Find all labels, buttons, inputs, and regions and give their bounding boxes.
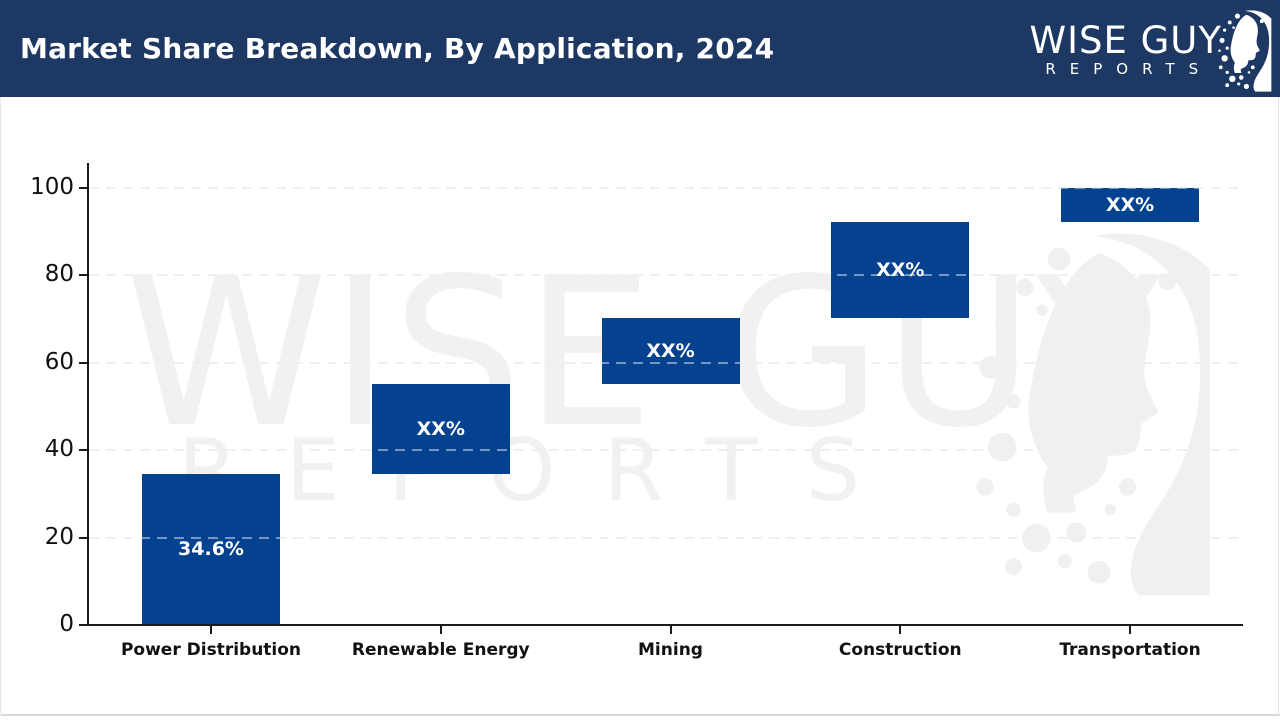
bar-mining: XX%: [601, 318, 740, 384]
right-border: [1278, 97, 1279, 716]
gridline-overlay: [89, 361, 1243, 364]
logo-text: WISE GUY REPORTS: [1029, 19, 1222, 79]
y-tick-mark: [79, 449, 88, 451]
bar-transportation: XX%: [1061, 187, 1199, 222]
bar-value-label: XX%: [1105, 193, 1155, 216]
y-axis-line: [87, 163, 89, 625]
gridline: [89, 536, 1243, 539]
y-tick-mark: [79, 274, 88, 276]
x-axis-label-construction: Construction: [838, 640, 962, 660]
gridline: [89, 274, 1243, 276]
header-bar: Market Share Breakdown, By Application, …: [0, 0, 1280, 97]
gridline: [89, 449, 1243, 451]
x-tick-mark: [1129, 626, 1131, 634]
x-tick-mark: [210, 626, 212, 634]
watermark-text-reports: REPORTS: [178, 421, 909, 521]
x-axis-line: [87, 624, 1243, 626]
x-tick-mark: [439, 626, 442, 634]
bar-power-distribution: 34.6%: [142, 473, 280, 625]
x-axis-label-renewable-energy: Renewable Energy: [351, 640, 530, 660]
wise-guy-reports-logo: WISE GUY REPORTS: [1030, 6, 1272, 94]
x-axis-label-mining: Mining: [638, 640, 703, 660]
y-tick-mark: [79, 624, 88, 626]
y-tick-mark: [79, 361, 88, 364]
gridline-overlay: [89, 536, 1243, 539]
y-tick-label: 40: [44, 436, 74, 462]
gridline: [89, 186, 1243, 189]
y-tick-label: 100: [30, 173, 74, 200]
x-tick-mark: [899, 626, 902, 634]
bar-construction: XX%: [831, 221, 970, 319]
y-tick-label: 60: [44, 348, 74, 375]
logo-subtitle: REPORTS: [1045, 60, 1213, 79]
bar-value-label: XX%: [416, 417, 465, 440]
logo-face-icon: [1218, 10, 1272, 92]
y-tick-mark: [79, 536, 88, 539]
bottom-border: [0, 714, 1280, 716]
gridline-overlay: [89, 274, 1243, 276]
y-tick-label: 20: [44, 523, 74, 550]
left-border: [0, 97, 1, 716]
bar-value-label: 34.6%: [178, 538, 244, 561]
logo-wordmark: WISE GUY: [1029, 19, 1222, 63]
x-tick-mark: [669, 626, 672, 634]
gridline-overlay: [89, 449, 1243, 451]
bar-value-label: XX%: [646, 340, 695, 363]
y-tick-label: 80: [44, 261, 74, 287]
bar-value-label: XX%: [876, 258, 925, 281]
bar-renewable-energy: XX%: [371, 383, 510, 474]
gridline-overlay: [89, 186, 1243, 189]
chart-title: Market Share Breakdown, By Application, …: [20, 32, 775, 65]
x-axis-label-transportation: Transportation: [1059, 640, 1201, 660]
x-axis-label-power-distribution: Power Distribution: [120, 640, 302, 660]
y-tick-mark: [79, 186, 88, 189]
y-tick-label: 0: [59, 611, 74, 637]
